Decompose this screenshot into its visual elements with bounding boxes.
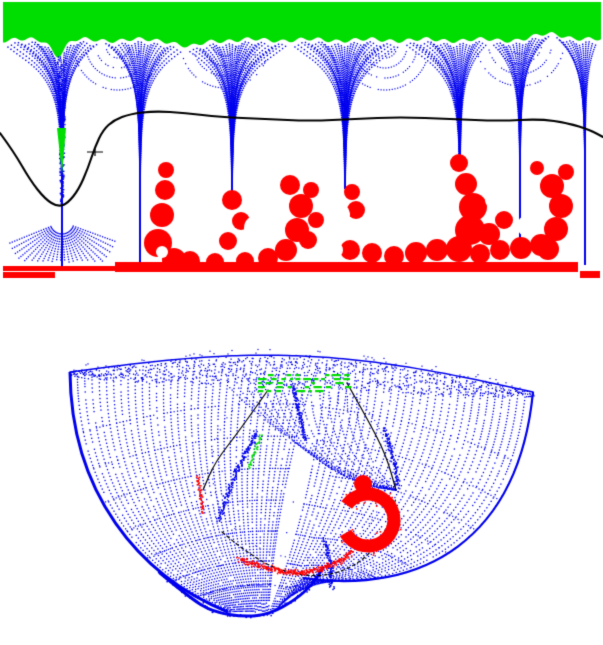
flow-field-figure [0, 0, 603, 645]
flow-figure-canvas [0, 0, 603, 645]
